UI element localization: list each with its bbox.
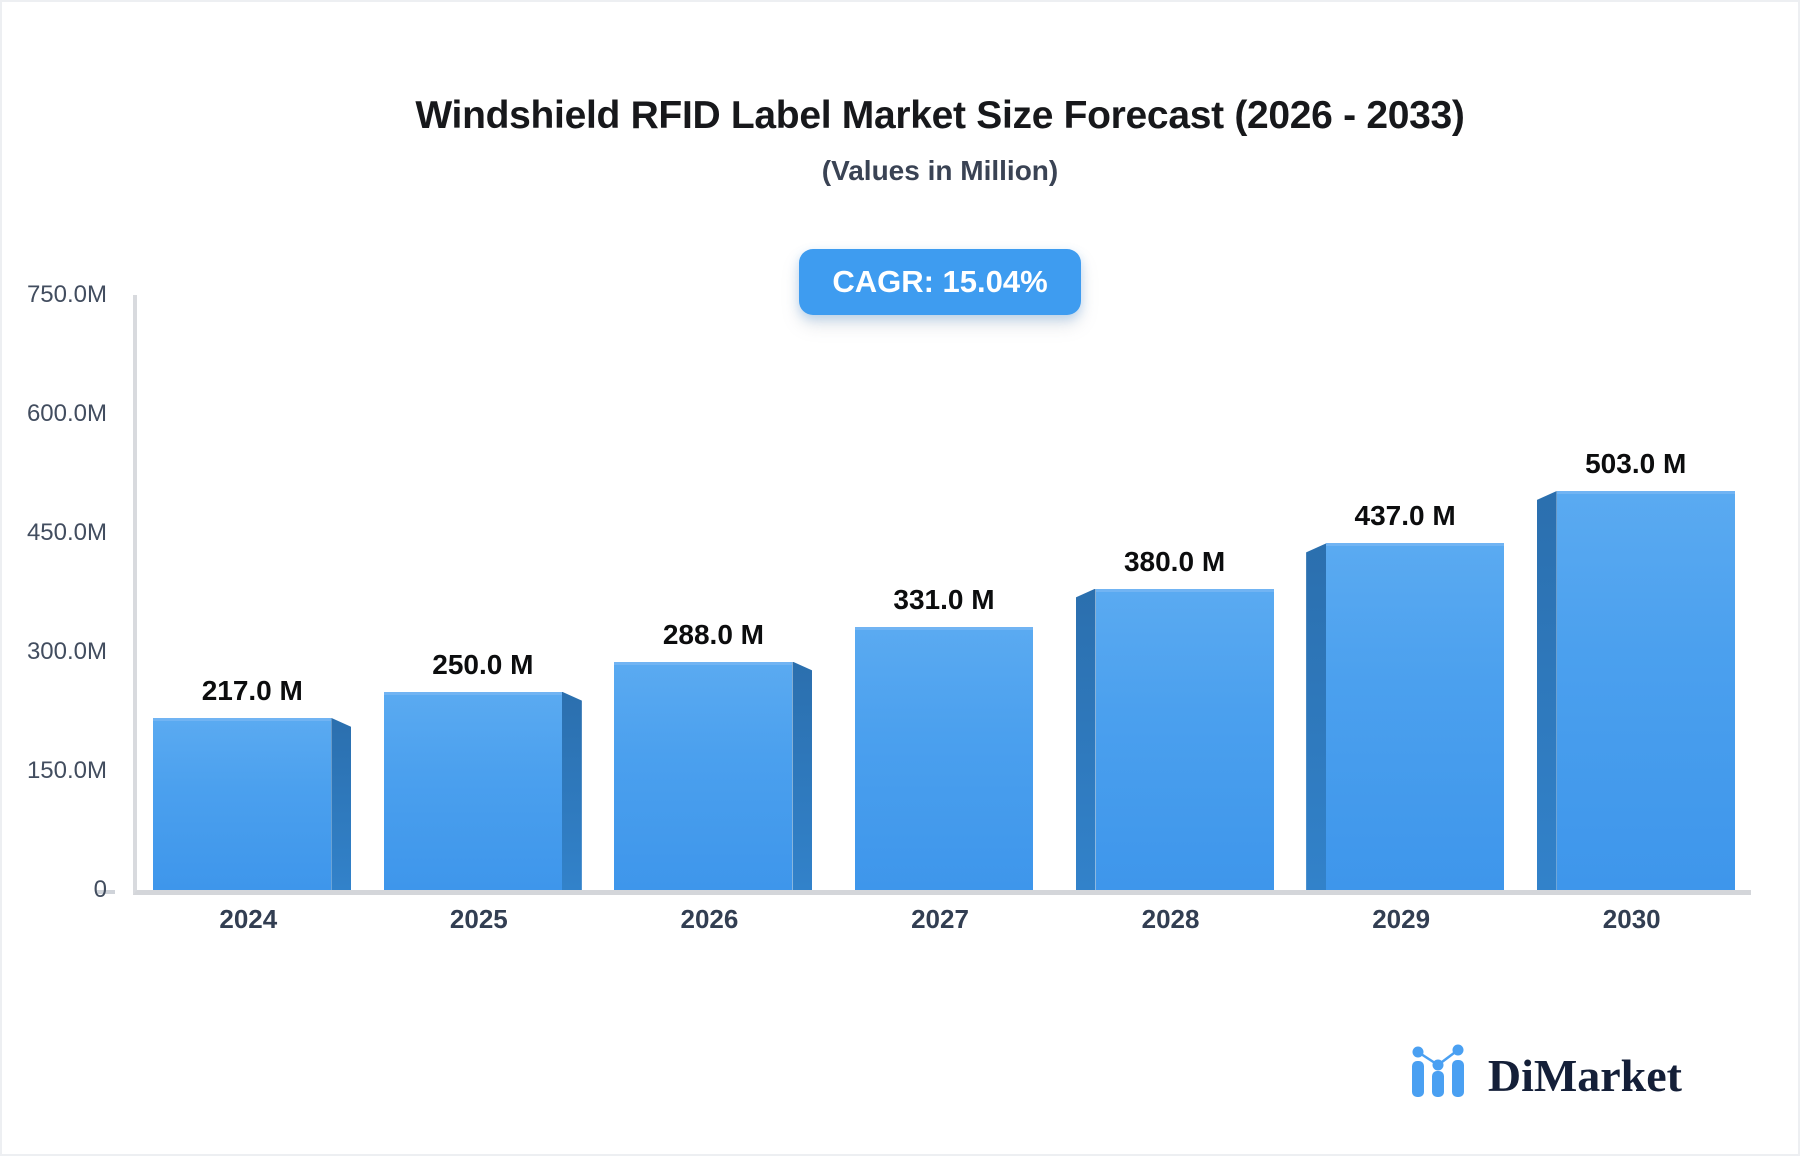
x-axis-label-2026: 2026 bbox=[680, 904, 739, 934]
chart-title: Windshield RFID Label Market Size Foreca… bbox=[415, 94, 1465, 137]
bar-slot-2028: 380.0 M bbox=[1059, 295, 1290, 890]
bar-front-face bbox=[153, 717, 332, 890]
zero-tick-mark bbox=[97, 890, 115, 894]
x-axis-label-2028: 2028 bbox=[1141, 904, 1200, 934]
bar-value-label: 503.0 M bbox=[1585, 447, 1687, 479]
bar-front-face bbox=[1095, 588, 1274, 890]
bar-2030 bbox=[1536, 490, 1735, 890]
bar-front-face bbox=[614, 661, 793, 890]
bar-value-label: 288.0 M bbox=[662, 618, 764, 650]
bar-value-label: 331.0 M bbox=[893, 584, 995, 616]
bar-front-face bbox=[383, 691, 562, 890]
bar-slot-2030: 503.0 M bbox=[1520, 295, 1751, 890]
y-axis-tick-label: 450.0M bbox=[26, 519, 107, 546]
bar-slot-2026: 288.0 M bbox=[598, 295, 829, 890]
brand-logo: DiMarket bbox=[1409, 1040, 1682, 1102]
bar-side-face bbox=[1075, 588, 1096, 890]
bar-value-label: 437.0 M bbox=[1354, 500, 1456, 532]
bar-front-face bbox=[1326, 543, 1505, 890]
bar-slot-2027: 331.0 M bbox=[829, 295, 1060, 890]
y-axis-tick-label: 150.0M bbox=[26, 757, 107, 784]
bar-2027 bbox=[854, 627, 1033, 890]
y-axis-tick-label: 0 bbox=[93, 876, 107, 903]
bar-2028 bbox=[1075, 588, 1274, 890]
bar-2025 bbox=[383, 691, 582, 890]
x-axis: 2024 2025 2026 2027 2028 2029 2030 bbox=[133, 904, 1747, 940]
bar-front-face bbox=[1556, 490, 1735, 890]
bar-side-face bbox=[1536, 490, 1557, 890]
plot-area: 750.0M 600.0M 450.0M 300.0M 150.0M 0 217.0 M 25… bbox=[27, 281, 1751, 903]
y-axis-tick-label: 750.0M bbox=[26, 281, 107, 308]
bar-side-face bbox=[1306, 543, 1327, 890]
bar-side-face bbox=[792, 661, 813, 890]
x-axis-label-2030: 2030 bbox=[1602, 904, 1661, 934]
bar-value-label: 217.0 M bbox=[201, 674, 303, 706]
bar-2029 bbox=[1306, 543, 1505, 890]
bar-side-face bbox=[331, 717, 352, 890]
x-axis-label-2029: 2029 bbox=[1372, 904, 1431, 934]
bar-slot-2029: 437.0 M bbox=[1290, 295, 1521, 890]
x-axis-label-2024: 2024 bbox=[219, 904, 278, 934]
bar-side-face bbox=[561, 691, 582, 890]
bar-slot-2024: 217.0 M bbox=[137, 295, 368, 890]
bar-slot-2025: 250.0 M bbox=[368, 295, 599, 890]
y-axis-tick-label: 300.0M bbox=[26, 638, 107, 665]
y-axis-tick-label: 600.0M bbox=[26, 400, 107, 427]
bar-value-label: 250.0 M bbox=[432, 648, 534, 680]
bar-2026 bbox=[614, 661, 813, 890]
bar-value-label: 380.0 M bbox=[1123, 545, 1226, 577]
cagr-badge: CAGR: 15.04% bbox=[799, 248, 1081, 315]
bar-front-face bbox=[854, 627, 1033, 890]
mini-bar-chart-with-dots-icon bbox=[1411, 1044, 1464, 1097]
brand-logo-text: DiMarket bbox=[1487, 1050, 1682, 1102]
bar-2024 bbox=[153, 717, 352, 890]
chart-subtitle: (Values in Million) bbox=[821, 154, 1059, 186]
x-axis-label-2027: 2027 bbox=[911, 904, 969, 934]
chart-header: Windshield RFID Label Market Size Foreca… bbox=[133, 2, 1747, 315]
x-axis-label-2025: 2025 bbox=[449, 904, 508, 934]
